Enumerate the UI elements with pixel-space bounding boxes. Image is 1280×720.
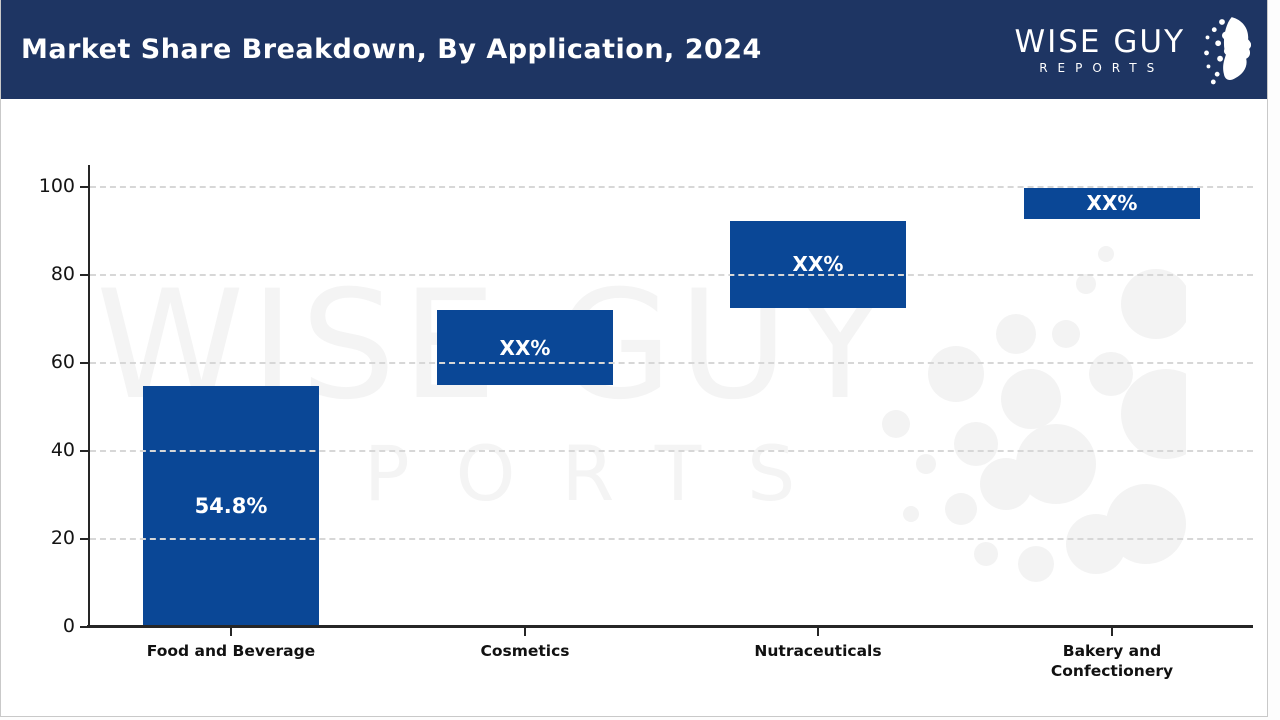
x-category-label-1: Cosmetics xyxy=(480,642,570,660)
bar-1: XX% xyxy=(437,310,613,385)
y-tick-label-0: 0 xyxy=(62,615,75,637)
x-axis-spine xyxy=(87,625,1253,628)
y-tick-mark-20 xyxy=(80,538,89,540)
gridline-80 xyxy=(90,274,1253,276)
x-category-label-3: Bakery and Confectionery xyxy=(1050,642,1174,680)
header-band: Market Share Breakdown, By Application, … xyxy=(1,0,1267,99)
plot-area: WISE GUY REPORTS 54.8% XX% XX% XX% 0 20 40 60 8… xyxy=(1,99,1267,716)
bar-0: 54.8% xyxy=(143,385,319,627)
bar-2: XX% xyxy=(730,220,906,308)
x-tick-mark-3 xyxy=(1111,628,1113,636)
bar-value-label-3: XX% xyxy=(1086,191,1138,216)
y-tick-mark-80 xyxy=(80,274,89,276)
wise-guy-logo: WISE GUY REPORTS xyxy=(1014,8,1251,92)
y-tick-mark-0 xyxy=(80,626,89,628)
bar-value-label-2: XX% xyxy=(792,252,844,277)
bar-value-label-1: XX% xyxy=(499,335,551,360)
x-category-label-0: Food and Beverage xyxy=(146,642,316,660)
y-tick-label-20: 20 xyxy=(50,527,75,549)
gridline-40 xyxy=(90,450,1253,452)
gridline-100 xyxy=(90,186,1253,188)
logo-head-icon xyxy=(1204,17,1251,85)
x-tick-mark-2 xyxy=(817,628,819,636)
y-axis-spine xyxy=(88,165,90,627)
y-tick-label-40: 40 xyxy=(50,439,75,461)
y-tick-mark-40 xyxy=(80,450,89,452)
gridline-20 xyxy=(90,538,1253,540)
x-tick-mark-1 xyxy=(524,628,526,636)
y-tick-mark-100 xyxy=(80,186,89,188)
bar-value-label-0: 54.8% xyxy=(194,494,268,519)
x-tick-mark-0 xyxy=(230,628,232,636)
y-tick-mark-60 xyxy=(80,362,89,364)
chart-title: Market Share Breakdown, By Application, … xyxy=(21,34,762,65)
logo-wordmark-line1: WISE GUY xyxy=(1014,24,1185,60)
x-category-label-2: Nutraceuticals xyxy=(754,642,882,660)
gridline-60 xyxy=(90,362,1253,364)
y-tick-label-100: 100 xyxy=(38,175,75,197)
logo-wordmark-line2: REPORTS xyxy=(1039,61,1165,75)
y-tick-label-60: 60 xyxy=(50,351,75,373)
watermark-head-icon xyxy=(882,246,1186,582)
bar-3: XX% xyxy=(1024,187,1200,220)
logo-wordmark: WISE GUY REPORTS xyxy=(1014,25,1185,75)
y-tick-label-80: 80 xyxy=(50,263,75,285)
